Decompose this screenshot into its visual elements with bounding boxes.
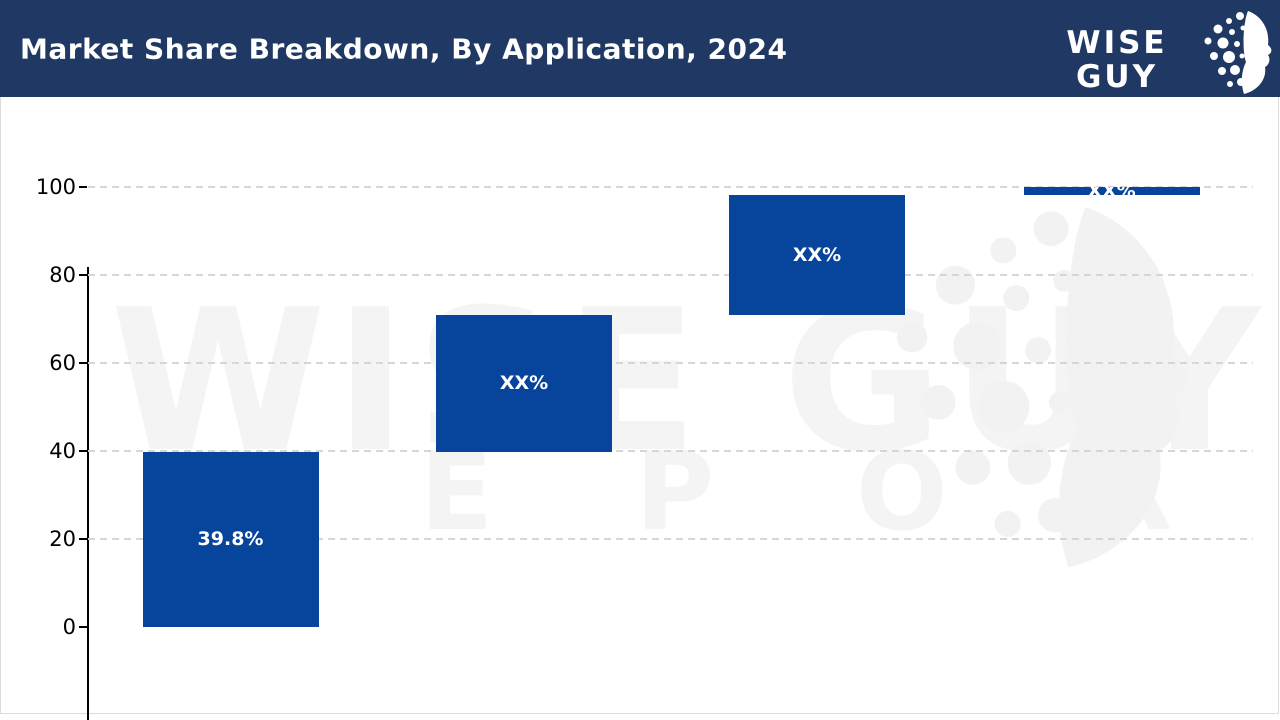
header-band: Market Share Breakdown, By Application, … — [0, 0, 1280, 124]
y-tick-100 — [79, 186, 87, 188]
bar-value-label-3: XX% — [792, 243, 842, 266]
gridline-60 — [88, 362, 1253, 364]
bar-value-label-4: XX% — [1024, 187, 1200, 195]
y-tick-80 — [79, 274, 87, 276]
y-tick-label-20: 20 — [49, 527, 76, 551]
y-tick-40 — [79, 450, 87, 452]
y-tick-label-80: 80 — [49, 263, 76, 287]
y-tick-label-100: 100 — [35, 175, 76, 199]
gridline-20 — [88, 538, 1253, 540]
gridline-80 — [88, 274, 1253, 276]
y-tick-20 — [79, 538, 87, 540]
y-tick-label-60: 60 — [49, 351, 76, 375]
y-tick-label-0: 0 — [62, 615, 76, 639]
bar-value-label-2: XX% — [499, 372, 549, 395]
gridline-100 — [88, 186, 1253, 188]
watermark-face-icon — [896, 206, 1188, 568]
bar-3: XX% — [729, 194, 905, 316]
bar-value-label-1: 39.8% — [197, 528, 264, 551]
logo-wordmark: WISE GUY — [1066, 25, 1168, 95]
y-tick-60 — [79, 362, 87, 364]
gridline-40 — [88, 450, 1253, 452]
y-axis-line — [87, 267, 89, 720]
y-tick-0 — [79, 626, 87, 628]
logo-subtitle: R E P O R T S — [1033, 96, 1201, 124]
wise-guy-logo: WISE GUY R E P O R T S — [1028, 6, 1272, 124]
logo-text: WISE GUY R E P O R T S — [1028, 26, 1206, 124]
page-title: Market Share Breakdown, By Application, … — [20, 32, 788, 65]
bar-1: 39.8% — [142, 451, 319, 627]
y-tick-label-40: 40 — [49, 439, 76, 463]
bar-4: XX% — [1023, 187, 1200, 195]
logo-face-icon — [1204, 11, 1272, 94]
bar-2: XX% — [436, 315, 612, 452]
